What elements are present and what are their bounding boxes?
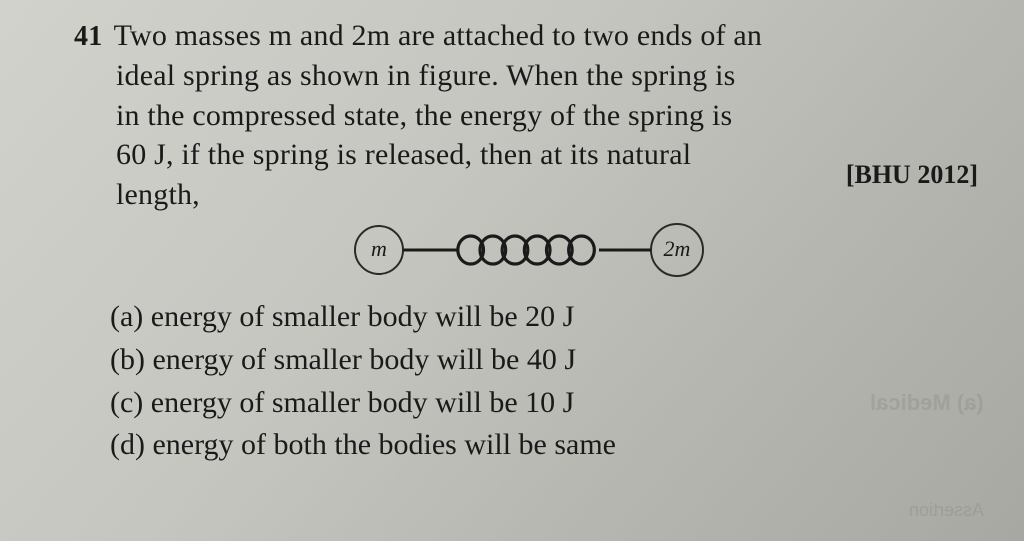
option-d: (d) energy of both the bodies will be sa… [110,424,984,467]
svg-text:2m: 2m [664,236,691,261]
options-list: (a) energy of smaller body will be 20 J … [110,296,984,466]
svg-text:m: m [371,236,387,261]
option-c: (c) energy of smaller body will be 10 J [110,382,984,425]
ghost-watermark-2: Assertion [909,500,984,521]
stem-line-1: Two masses m and 2m are attached to two … [114,19,763,52]
stem-line-2: ideal spring as shown in figure. When th… [74,59,736,92]
option-a: (a) energy of smaller body will be 20 J [110,296,984,339]
stem-line-4: 60 J, if the spring is released, then at… [74,138,691,171]
option-b: (b) energy of smaller body will be 40 J [110,339,984,382]
diagram-container: m 2m [74,218,984,282]
question-number: 41 [74,21,102,52]
page: (a) Medical Assertion 41 Two masses m an… [0,0,1024,541]
stem-line-3: in the compressed state, the energy of t… [74,99,732,132]
stem-line-5: length, [74,178,200,211]
spring-diagram: m 2m [349,218,709,282]
citation: [BHU 2012] [846,160,978,190]
